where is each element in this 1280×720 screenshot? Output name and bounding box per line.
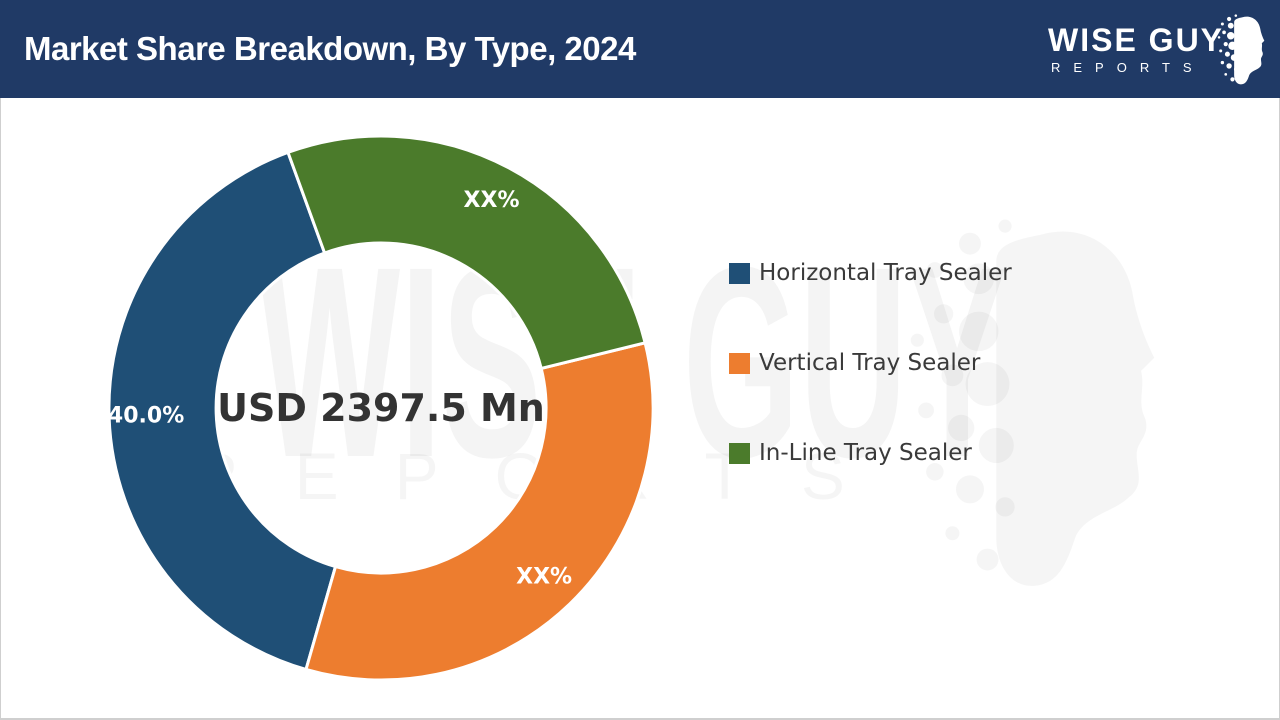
legend-item: Vertical Tray Sealer [729, 349, 1012, 377]
legend-swatch-inline [729, 442, 750, 464]
legend-label: Vertical Tray Sealer [759, 350, 981, 376]
legend-swatch-vertical [729, 352, 750, 374]
pie-slice-in-line-tray-sealer [286, 134, 647, 370]
legend-swatch-horizontal [729, 262, 750, 284]
logo-subtitle: REPORTS [1051, 60, 1205, 75]
slice-label: XX% [464, 188, 520, 213]
slice-label: 40.0% [108, 404, 184, 429]
donut-center-value: USD 2397.5 Mn [217, 386, 545, 430]
legend-label: In-Line Tray Sealer [759, 440, 972, 466]
header-bar: Market Share Breakdown, By Type, 2024 WI… [0, 0, 1280, 98]
wise-guy-logo: WISE GUY REPORTS [1026, 8, 1266, 92]
legend-label: Horizontal Tray Sealer [759, 260, 1012, 286]
page-title: Market Share Breakdown, By Type, 2024 [24, 30, 636, 67]
legend-item: In-Line Tray Sealer [729, 439, 1012, 467]
donut-chart: 40.0% XX% XX% [107, 134, 655, 682]
chart-area: WISE GUY REPORTS 40.0%XX%XX% USD 2397.5 … [0, 98, 1280, 720]
pie-slice-horizontal-tray-sealer [107, 150, 337, 671]
wise-guy-face-icon [1217, 14, 1265, 85]
legend-item: Horizontal Tray Sealer [729, 259, 1012, 287]
logo-wordmark: WISE GUY [1048, 22, 1225, 58]
pie-slice-vertical-tray-sealer [304, 341, 655, 682]
legend: Horizontal Tray Sealer Vertical Tray Sea… [729, 259, 1012, 529]
slice-label: XX% [516, 565, 572, 590]
